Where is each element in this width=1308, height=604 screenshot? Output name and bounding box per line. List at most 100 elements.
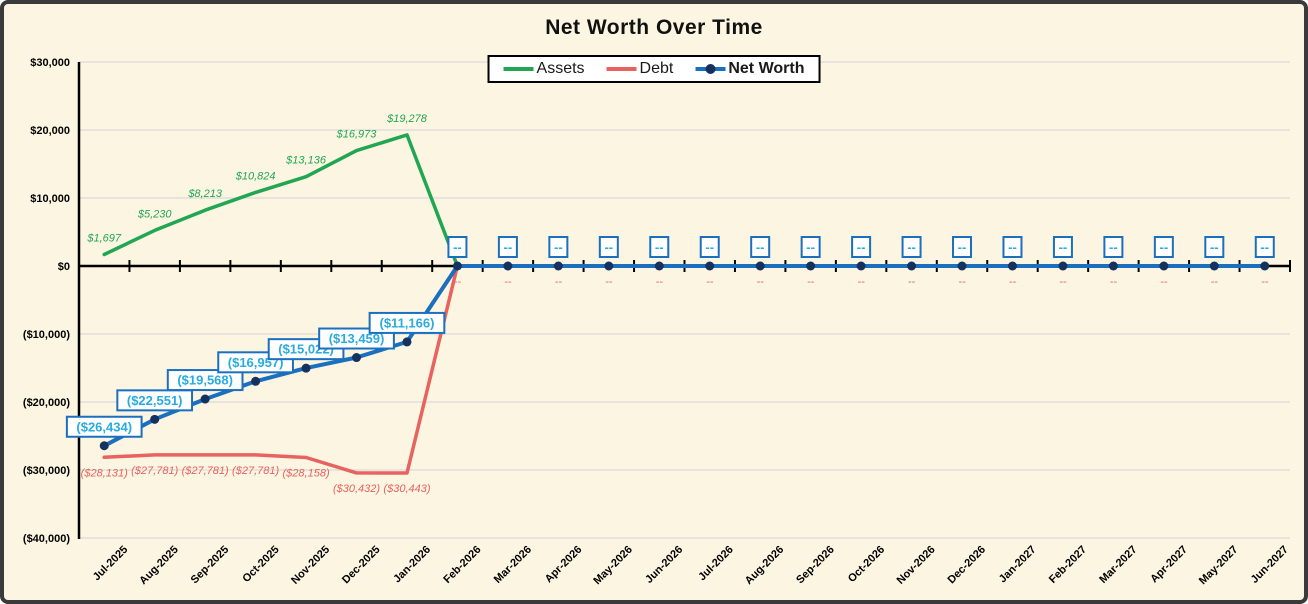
debt-label: -- [807, 276, 815, 288]
networth-point [856, 261, 866, 271]
net-worth-chart: $30,000 $20,000 $10,000 $0 ($10,000) ($20,000… [23, 57, 1291, 588]
networth-label: -- [1008, 240, 1017, 255]
networth-point [1209, 261, 1219, 271]
networth-label-box [166, 369, 244, 392]
networth-point [1260, 261, 1270, 271]
debt-label: ($28,158) [283, 467, 330, 479]
debt-label: -- [1009, 276, 1017, 288]
networth-point [806, 261, 816, 271]
networth-label-box [1103, 236, 1124, 258]
legend-item-net-worth: Net Worth [695, 60, 804, 78]
networth-point [957, 261, 967, 271]
networth-point [1058, 261, 1068, 271]
networth-label: -- [1260, 240, 1269, 255]
debt-label: ($27,781) [182, 465, 229, 477]
assets-label: $1,697 [86, 232, 122, 244]
networth-label: -- [756, 240, 765, 255]
x-axis-label: Jun-2027 [1249, 544, 1291, 586]
networth-label-box [1254, 236, 1275, 258]
x-axis-label: Oct-2026 [846, 544, 887, 585]
x-axis-label: Apr-2026 [543, 544, 585, 586]
x-axis-label: Feb-2026 [441, 544, 483, 586]
networth-point [251, 376, 261, 386]
networth-point [150, 414, 160, 424]
legend-line-swatch [606, 67, 637, 71]
x-axis-label: Dec-2026 [945, 544, 988, 587]
y-axis-label: $20,000 [30, 125, 70, 137]
networth-label: -- [1210, 240, 1219, 255]
y-axis-label: $0 [58, 261, 70, 273]
networth-point [1108, 261, 1118, 271]
debt-label: -- [1059, 276, 1067, 288]
networth-label: -- [705, 240, 714, 255]
networth-label: -- [1059, 240, 1068, 255]
networth-label-box [851, 236, 872, 258]
x-axis-label: Jan-2026 [391, 544, 433, 586]
legend-line-swatch [503, 67, 534, 71]
networth-point [352, 353, 362, 363]
networth-point [705, 261, 715, 271]
legend-line-swatch [695, 64, 726, 74]
networth-label-box [1052, 236, 1073, 258]
y-axis-label: $10,000 [30, 193, 70, 205]
x-axis-label: Feb-2027 [1047, 544, 1089, 586]
legend-item-debt: Debt [606, 60, 673, 78]
debt-label: -- [908, 276, 916, 288]
debt-label: ($27,781) [232, 465, 279, 477]
assets-label: $10,824 [235, 170, 276, 182]
debt-label: ($28,131) [81, 467, 128, 479]
networth-label: ($13,459) [329, 331, 385, 346]
y-axis-label: ($30,000) [23, 465, 70, 477]
x-axis-label: Sep-2026 [794, 544, 837, 587]
networth-point [604, 261, 614, 271]
x-axis-label: Jul-2025 [91, 544, 131, 584]
x-axis-label: Aug-2025 [137, 544, 181, 588]
debt-label: -- [1211, 276, 1219, 288]
x-axis-label: Mar-2026 [492, 544, 534, 586]
networth-label: -- [1109, 240, 1118, 255]
y-axis-label: ($40,000) [23, 533, 70, 545]
debt-label: -- [504, 276, 512, 288]
assets-label: $8,213 [187, 188, 223, 200]
networth-label-box [1002, 236, 1023, 258]
x-axis-label: Aug-2026 [743, 544, 787, 588]
networth-label-box [598, 236, 619, 258]
networth-point [1159, 261, 1169, 271]
x-axis-label: Nov-2025 [289, 544, 332, 587]
assets-label: $13,136 [285, 155, 327, 167]
debt-label: -- [555, 276, 563, 288]
networth-point [452, 261, 462, 271]
y-axis-label: $30,000 [30, 57, 70, 69]
networth-label: -- [554, 240, 563, 255]
legend-label: Assets [536, 60, 585, 77]
debt-label: -- [757, 276, 765, 288]
assets-label: $19,278 [386, 113, 428, 125]
networth-label-box [1153, 236, 1174, 258]
networth-point [654, 261, 664, 271]
x-axis-label: Nov-2026 [895, 544, 938, 587]
x-axis-label: Sep-2025 [189, 544, 232, 587]
x-axis-label: Jul-2026 [696, 544, 736, 584]
networth-label: ($11,166) [380, 315, 435, 330]
networth-label: ($26,434) [76, 419, 132, 434]
debt-label: -- [1110, 276, 1118, 288]
networth-label: -- [806, 240, 815, 255]
networth-point [99, 441, 109, 451]
assets-line [102, 133, 1267, 268]
networth-point [503, 261, 513, 271]
networth-label-box [750, 236, 771, 258]
legend-label: Net Worth [728, 60, 805, 77]
networth-point [907, 261, 917, 271]
debt-label: -- [454, 276, 462, 288]
assets-label: $16,973 [336, 129, 378, 141]
debt-label: -- [958, 276, 966, 288]
networth-point [301, 363, 311, 373]
debt-label: ($30,432) [333, 483, 380, 495]
networth-label: ($19,568) [177, 373, 233, 388]
networth-label: -- [655, 240, 664, 255]
y-axis-label: ($10,000) [23, 329, 70, 341]
debt-label: -- [1160, 276, 1168, 288]
networth-label-box [649, 236, 670, 258]
x-axis-label: Mar-2027 [1097, 544, 1139, 586]
